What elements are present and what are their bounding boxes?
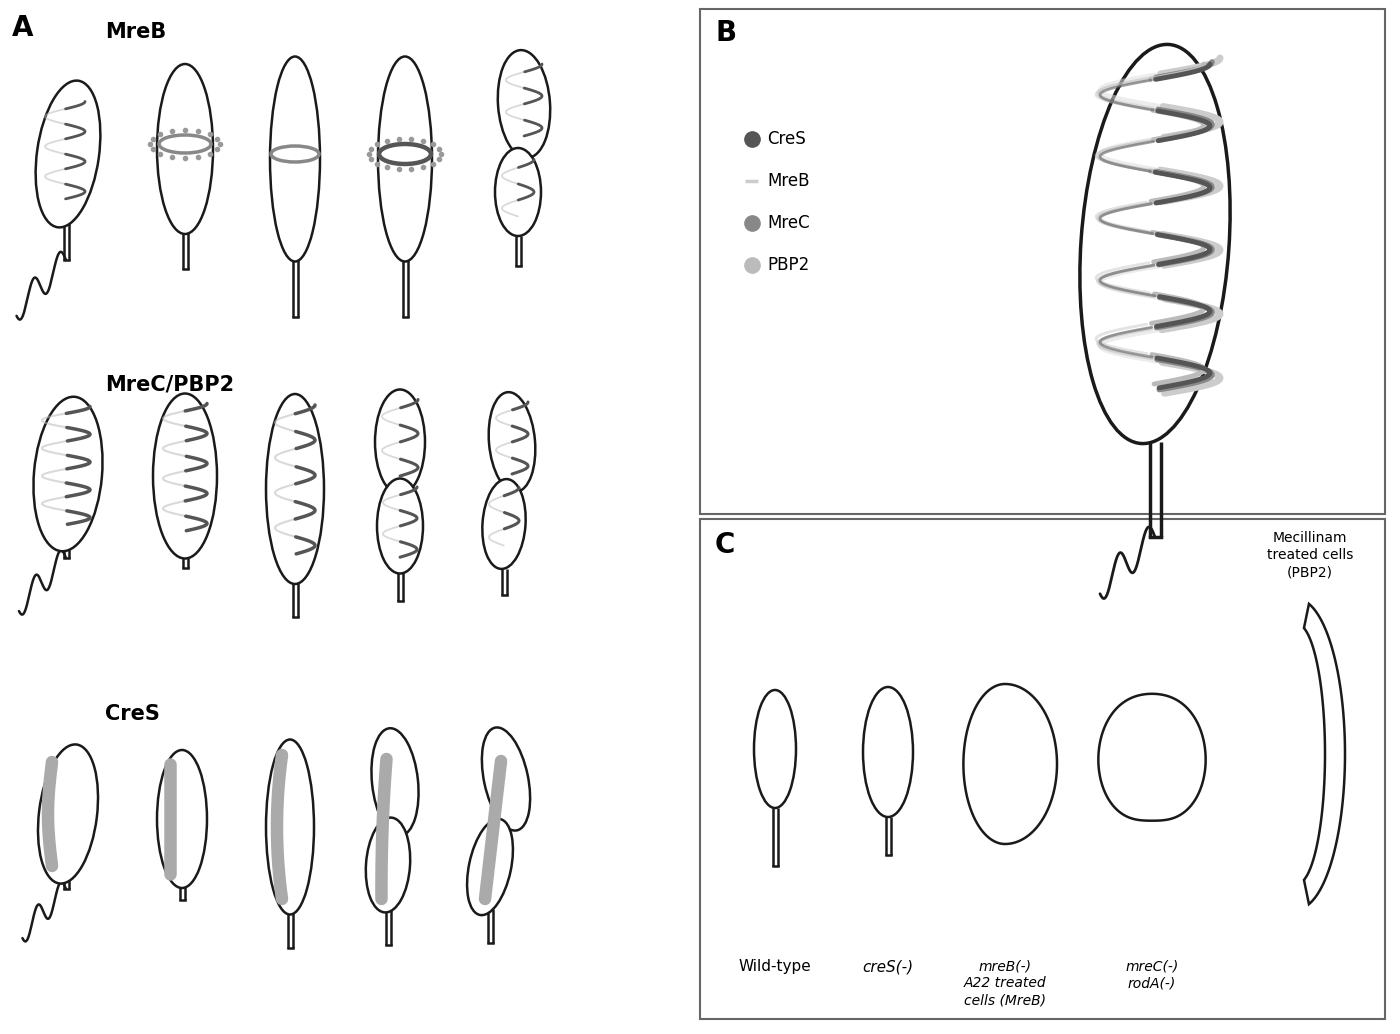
Ellipse shape <box>483 479 525 569</box>
Text: A: A <box>13 14 34 42</box>
Ellipse shape <box>266 739 314 914</box>
Text: MreB: MreB <box>105 22 167 42</box>
Ellipse shape <box>482 728 531 830</box>
Ellipse shape <box>489 392 535 492</box>
Ellipse shape <box>862 687 913 817</box>
Text: Wild-type: Wild-type <box>739 959 812 974</box>
Text: CreS: CreS <box>105 704 160 724</box>
Text: C: C <box>715 531 735 559</box>
Ellipse shape <box>1079 44 1231 444</box>
Ellipse shape <box>498 50 550 158</box>
Ellipse shape <box>755 690 797 808</box>
Text: B: B <box>715 19 736 47</box>
Ellipse shape <box>375 390 426 494</box>
Polygon shape <box>1303 604 1345 904</box>
Ellipse shape <box>378 57 433 262</box>
Polygon shape <box>963 685 1057 844</box>
Text: Mecillinam
treated cells
(PBP2): Mecillinam treated cells (PBP2) <box>1267 531 1354 580</box>
Text: mreB(-)
A22 treated
cells (MreB): mreB(-) A22 treated cells (MreB) <box>963 959 1046 1007</box>
Text: MreC: MreC <box>767 214 809 232</box>
Bar <box>700 9 1385 514</box>
Text: MreB: MreB <box>767 172 809 190</box>
Ellipse shape <box>377 479 423 574</box>
Ellipse shape <box>365 818 410 912</box>
Ellipse shape <box>34 397 102 551</box>
Ellipse shape <box>270 57 321 262</box>
Bar <box>700 519 1385 1018</box>
Ellipse shape <box>266 394 323 584</box>
Ellipse shape <box>157 750 207 888</box>
Text: PBP2: PBP2 <box>767 256 809 274</box>
Ellipse shape <box>496 148 540 236</box>
Ellipse shape <box>153 394 217 558</box>
Polygon shape <box>1099 694 1205 821</box>
Text: mreC(-)
rodA(-): mreC(-) rodA(-) <box>1126 959 1179 991</box>
Ellipse shape <box>35 81 101 227</box>
Text: CreS: CreS <box>767 130 806 148</box>
Ellipse shape <box>38 744 98 884</box>
Ellipse shape <box>371 728 419 835</box>
Text: creS(-): creS(-) <box>862 959 914 974</box>
Ellipse shape <box>468 819 512 915</box>
Text: MreC/PBP2: MreC/PBP2 <box>105 374 234 394</box>
Ellipse shape <box>157 64 213 234</box>
